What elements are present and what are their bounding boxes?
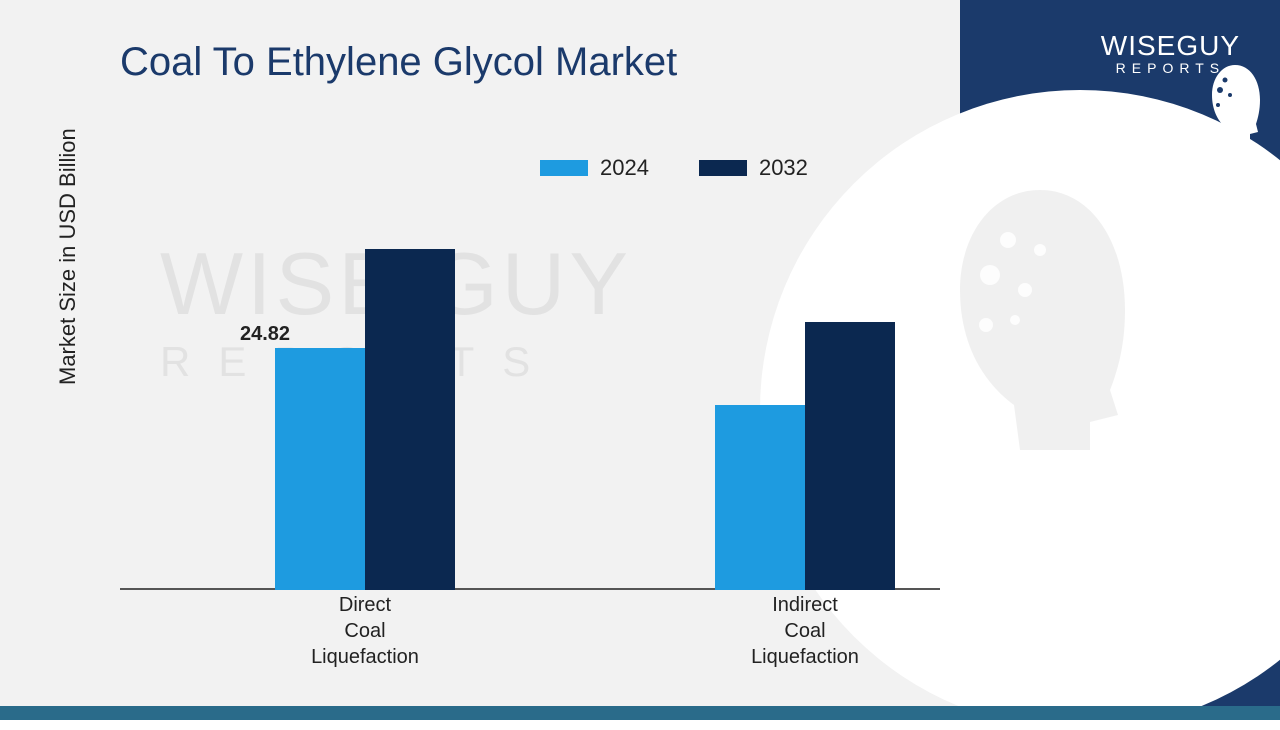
bar — [805, 322, 895, 590]
bar-group — [275, 249, 455, 590]
logo-head-icon — [1200, 60, 1270, 150]
brand-logo: WISEGUY REPORTS — [1101, 30, 1240, 76]
legend-swatch-2032 — [699, 160, 747, 176]
plot-area: 24.82DirectCoalLiquefactionIndirectCoalL… — [120, 200, 940, 590]
category-label: DirectCoalLiquefaction — [311, 592, 419, 670]
watermark-head-icon — [930, 180, 1150, 460]
bar — [715, 405, 805, 590]
bar — [275, 348, 365, 590]
legend-label-2024: 2024 — [600, 155, 649, 181]
category-label: IndirectCoalLiquefaction — [751, 592, 859, 670]
legend-swatch-2024 — [540, 160, 588, 176]
legend-item-2032: 2032 — [699, 155, 808, 181]
legend-label-2032: 2032 — [759, 155, 808, 181]
logo-main-text: WISEGUY — [1101, 30, 1240, 62]
y-axis-label: Market Size in USD Billion — [55, 128, 81, 385]
bottom-accent-bar — [0, 706, 1280, 720]
chart-title: Coal To Ethylene Glycol Market — [120, 40, 677, 85]
bar-group — [715, 322, 895, 590]
bar — [365, 249, 455, 590]
legend: 2024 2032 — [540, 155, 808, 181]
legend-item-2024: 2024 — [540, 155, 649, 181]
chart-area: Market Size in USD Billion 2024 2032 24.… — [60, 155, 960, 695]
chart-container: Coal To Ethylene Glycol Market WISEGUY R… — [0, 0, 1280, 720]
